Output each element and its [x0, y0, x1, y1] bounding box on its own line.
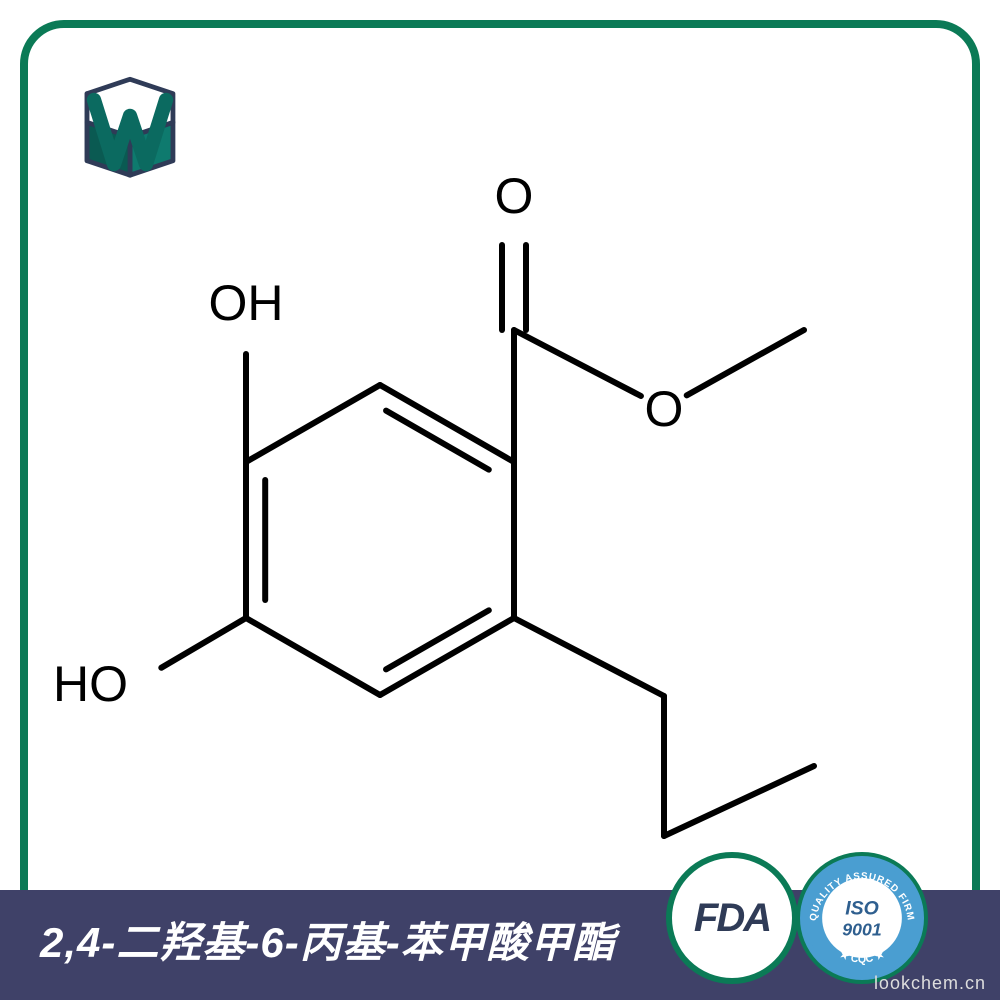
iso-badge: QUALITY ASSURED FIRM★ CQC ★ISO9001 — [796, 852, 928, 984]
fda-badge-text: FDA — [694, 896, 770, 941]
molecule-structure: OH HO O O — [0, 0, 1000, 1000]
svg-text:HO: HO — [53, 656, 128, 712]
product-card: OH HO O O 2,4-二羟基-6-丙基-苯甲酸甲酯 FDA QUALITY AS… — [0, 0, 1000, 1000]
product-title: 2,4-二羟基-6-丙基-苯甲酸甲酯 — [40, 909, 616, 970]
svg-text:9001: 9001 — [842, 920, 881, 940]
svg-text:OH: OH — [209, 275, 284, 331]
svg-text:O: O — [645, 381, 684, 437]
fda-badge: FDA — [666, 852, 798, 984]
svg-text:O: O — [495, 168, 534, 224]
svg-text:ISO: ISO — [845, 897, 879, 919]
source-watermark: lookchem.cn — [874, 973, 986, 994]
